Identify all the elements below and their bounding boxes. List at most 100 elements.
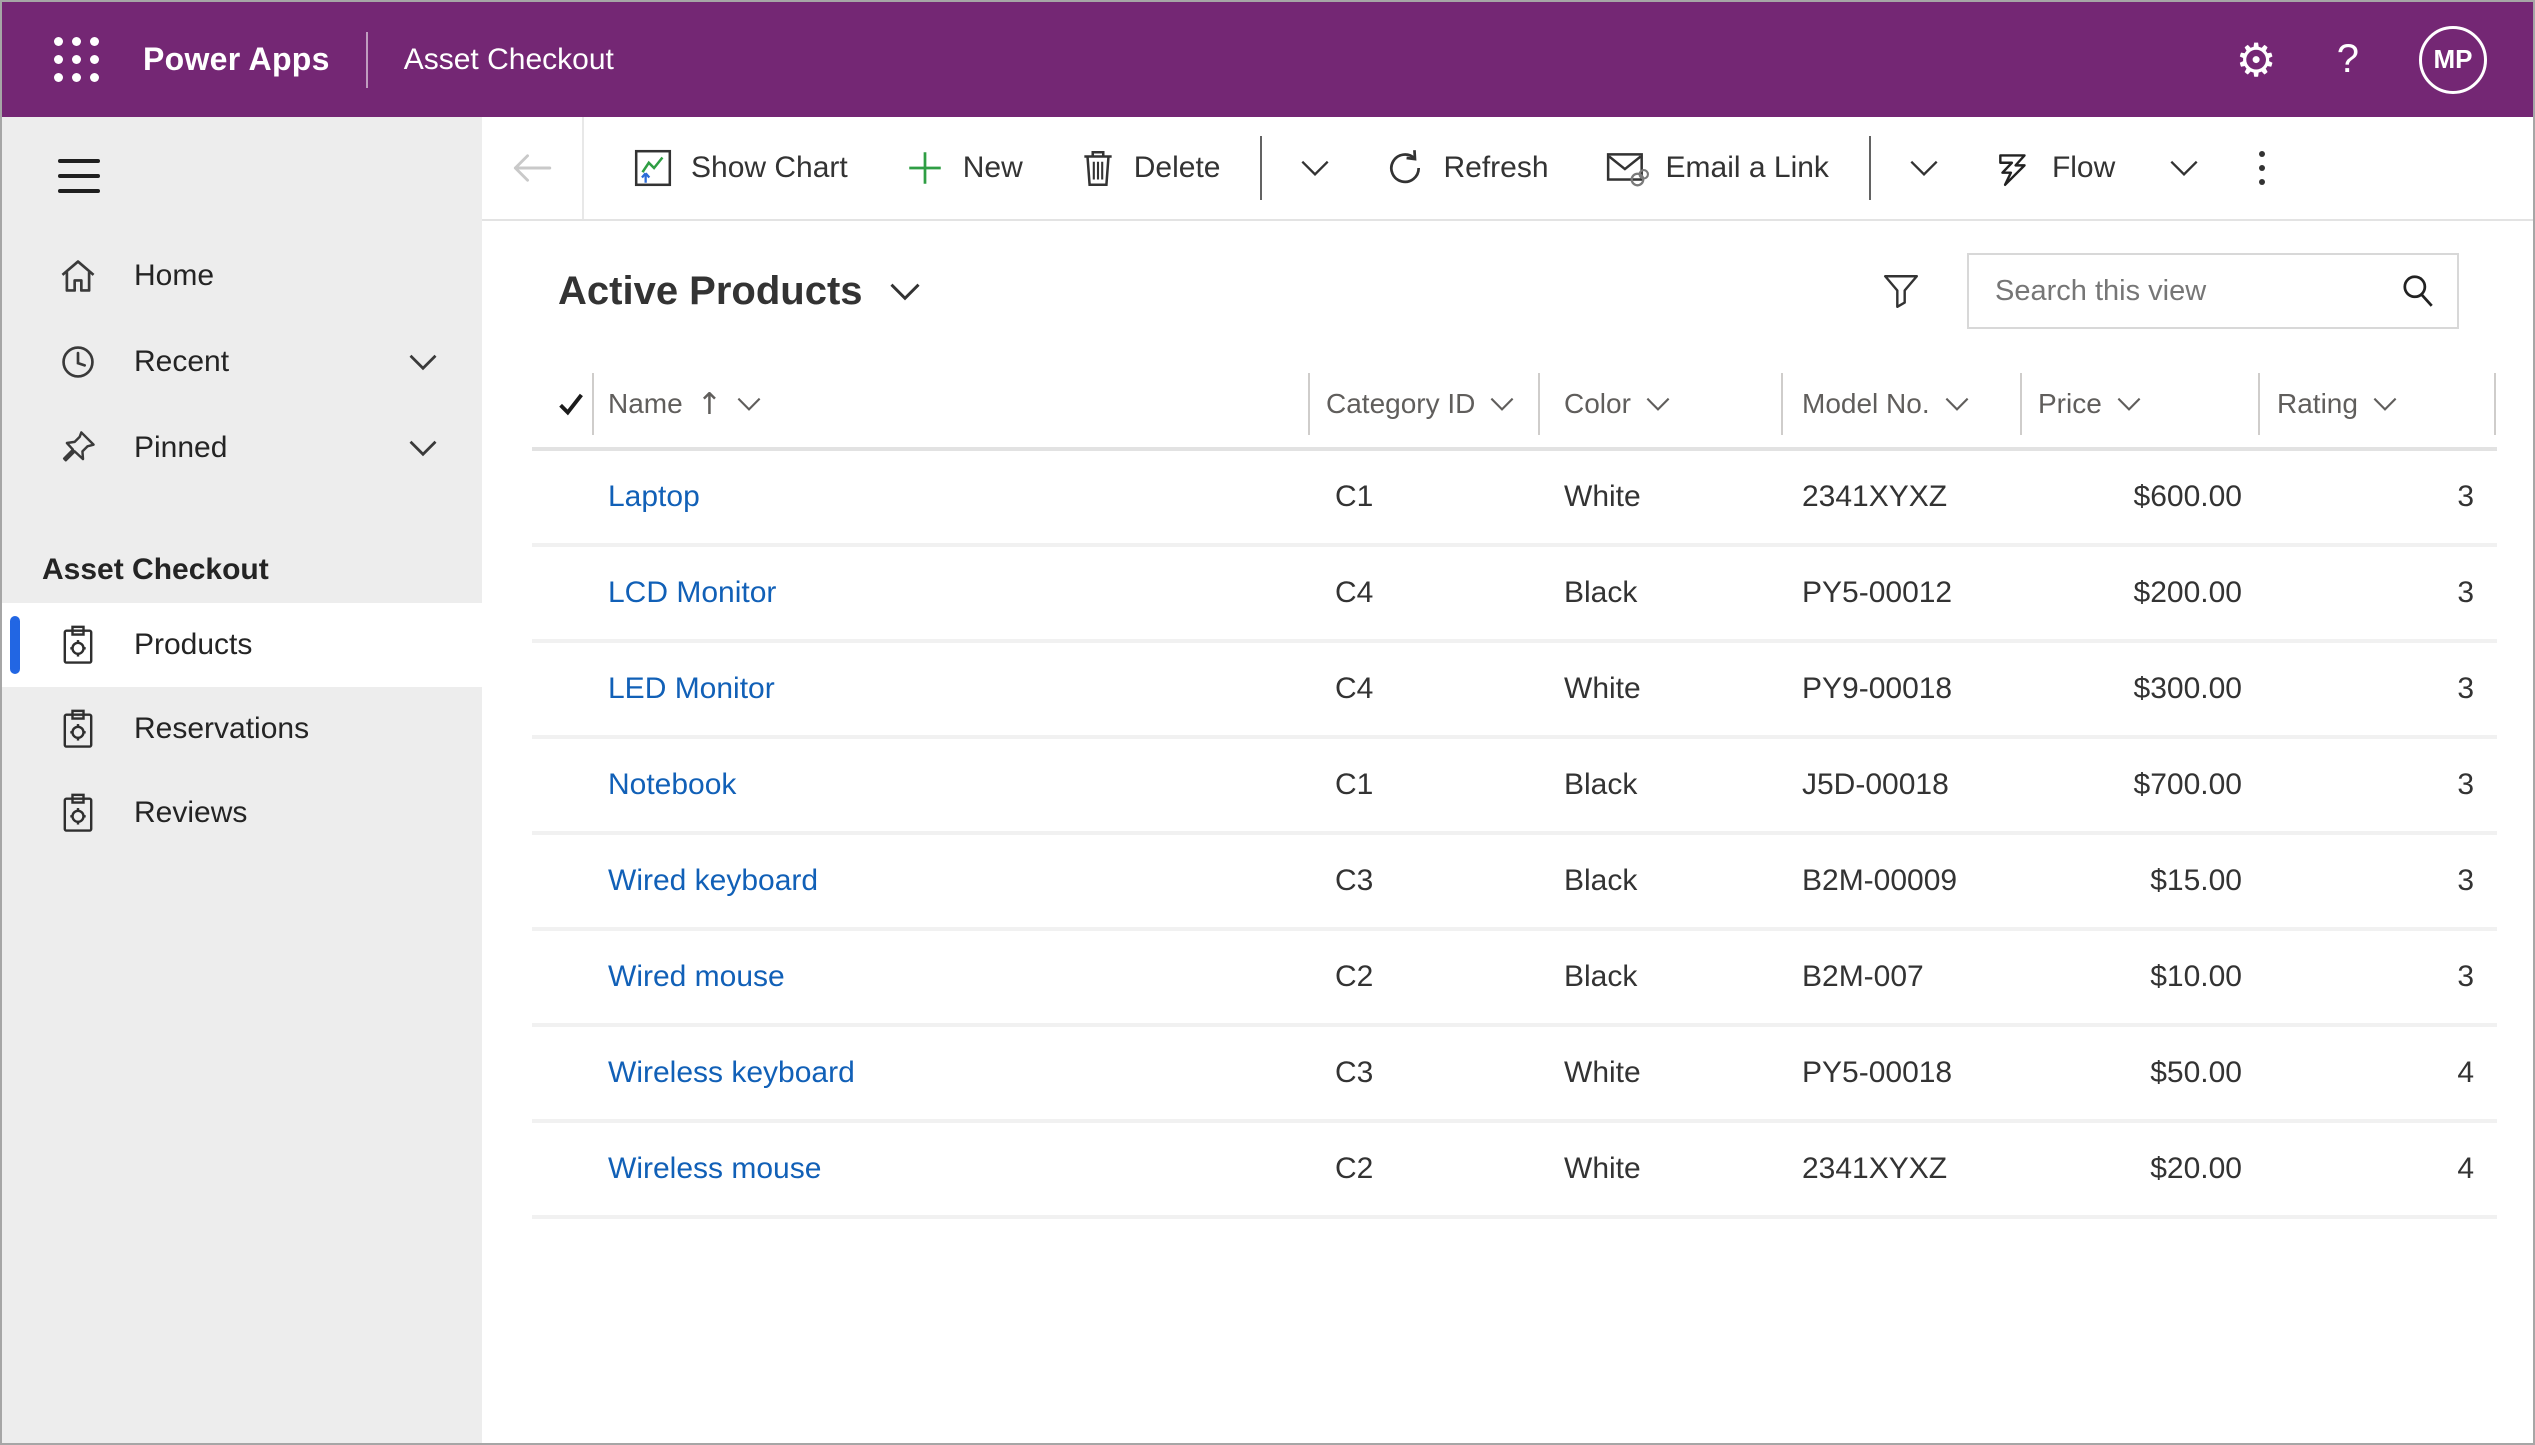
chevron-down-icon[interactable] <box>408 439 438 457</box>
sidebar-item-home[interactable]: Home <box>2 233 482 319</box>
show-chart-button[interactable]: Show Chart <box>604 147 876 189</box>
clipboard-gear-icon <box>58 791 98 835</box>
cell-category: C1 <box>1335 480 1374 513</box>
cell-color: White <box>1564 1152 1641 1185</box>
select-all-checkmark[interactable] <box>558 361 584 447</box>
cell-name: Notebook <box>608 739 736 831</box>
hamburger-menu-icon[interactable] <box>58 159 100 193</box>
column-header-category[interactable]: Category ID <box>1326 361 1515 447</box>
delete-button[interactable]: Delete <box>1051 147 1249 189</box>
column-divider <box>2494 373 2496 435</box>
sidebar-item-recent[interactable]: Recent <box>2 319 482 405</box>
cell-model: 2341XYXZ <box>1802 480 1948 513</box>
search-input[interactable] <box>1969 274 2391 308</box>
column-header-model[interactable]: Model No. <box>1802 361 1970 447</box>
chevron-down-icon <box>1945 397 1969 411</box>
column-header-name[interactable]: Name ↑ <box>608 361 762 447</box>
search-icon[interactable] <box>2399 272 2437 310</box>
plus-icon <box>904 147 946 189</box>
table-row[interactable]: LED Monitor C4 White PY9-00018 $300.00 3 <box>532 643 2497 739</box>
table-row[interactable]: Wired mouse C2 Black B2M-007 $10.00 3 <box>532 931 2497 1027</box>
grid-rows: Laptop C1 White 2341XYXZ $600.00 3 LCD Monitor… <box>532 451 2497 1219</box>
cell-name: Wireless keyboard <box>608 1027 855 1119</box>
sidebar-item-reviews[interactable]: Reviews <box>2 771 482 855</box>
show-chart-icon <box>632 147 674 189</box>
flow-icon <box>1993 147 2035 189</box>
header-actions: ⚙ ? MP <box>2235 25 2487 94</box>
avatar[interactable]: MP <box>2419 25 2487 94</box>
command-label: Show Chart <box>691 151 848 184</box>
header-divider <box>365 31 368 88</box>
delete-more-chevron-icon[interactable] <box>1274 159 1356 177</box>
cell-color: Black <box>1564 768 1638 801</box>
email-more-chevron-icon[interactable] <box>1883 159 1965 177</box>
column-header-color[interactable]: Color <box>1564 361 1671 447</box>
sidebar-item-label: Recent <box>134 345 230 378</box>
record-link[interactable]: LCD Monitor <box>608 576 777 609</box>
flow-chevron-icon[interactable] <box>2143 159 2225 177</box>
help-icon[interactable]: ? <box>2336 37 2359 81</box>
column-header-price[interactable]: Price <box>2038 361 2142 447</box>
cell-price: $300.00 <box>2133 672 2242 705</box>
column-divider <box>2258 373 2260 435</box>
brand-title[interactable]: Power Apps <box>143 41 330 77</box>
column-label: Model No. <box>1802 388 1930 419</box>
column-label: Price <box>2038 388 2102 419</box>
table-row[interactable]: Wired keyboard C3 Black B2M-00009 $15.00 3 <box>532 835 2497 931</box>
record-link[interactable]: LED Monitor <box>608 672 775 705</box>
sidebar-item-label: Home <box>134 259 215 292</box>
search-box <box>1967 253 2459 329</box>
more-commands-icon[interactable] <box>2259 151 2266 185</box>
grid-header: Name ↑ Category ID Color <box>532 361 2497 451</box>
view-title-label: Active Products <box>558 268 863 313</box>
cell-rating: 3 <box>2457 864 2474 897</box>
email-link-button[interactable]: Email a Link <box>1577 148 1857 188</box>
sidebar-item-reservations[interactable]: Reservations <box>2 687 482 771</box>
refresh-button[interactable]: Refresh <box>1356 147 1576 189</box>
settings-gear-icon[interactable]: ⚙ <box>2235 32 2277 87</box>
app-header: Power Apps Asset Checkout ⚙ ? MP <box>2 2 2533 117</box>
table-row[interactable]: Wireless mouse C2 White 2341XYXZ $20.00 4 <box>532 1123 2497 1219</box>
cell-price: $600.00 <box>2133 480 2242 513</box>
cell-rating: 4 <box>2457 1152 2474 1185</box>
record-link[interactable]: Wired keyboard <box>608 864 819 897</box>
column-divider <box>1538 373 1540 435</box>
cell-model: PY5-00012 <box>1802 576 1953 609</box>
command-separator <box>1868 136 1871 200</box>
new-button[interactable]: New <box>876 147 1051 189</box>
sidebar-item-pinned[interactable]: Pinned <box>2 405 482 491</box>
cell-rating: 3 <box>2457 576 2474 609</box>
sidebar-item-products[interactable]: Products <box>2 603 482 687</box>
command-label: Flow <box>2051 151 2116 184</box>
table-row[interactable]: Laptop C1 White 2341XYXZ $600.00 3 <box>532 451 2497 547</box>
record-link[interactable]: Laptop <box>608 480 700 513</box>
cell-category: C1 <box>1335 768 1374 801</box>
home-icon <box>58 256 98 296</box>
record-link[interactable]: Wireless keyboard <box>608 1056 855 1089</box>
main-content: Show Chart New Delete <box>482 117 2533 1443</box>
table-row[interactable]: Wireless keyboard C3 White PY5-00018 $50.00 4 <box>532 1027 2497 1123</box>
command-label: Delete <box>1133 151 1221 184</box>
command-separator <box>1260 136 1263 200</box>
view-selector[interactable]: Active Products <box>558 269 921 314</box>
chevron-down-icon <box>2373 397 2397 411</box>
record-link[interactable]: Wireless mouse <box>608 1152 822 1185</box>
sidebar-section-title: Asset Checkout <box>42 553 269 586</box>
table-row[interactable]: Notebook C1 Black J5D-00018 $700.00 3 <box>532 739 2497 835</box>
record-link[interactable]: Wired mouse <box>608 960 785 993</box>
chevron-down-icon[interactable] <box>408 353 438 371</box>
table-row[interactable]: LCD Monitor C4 Black PY5-00012 $200.00 3 <box>532 547 2497 643</box>
waffle-menu-icon[interactable] <box>54 37 99 82</box>
cell-category: C2 <box>1335 960 1374 993</box>
clock-icon <box>58 342 98 382</box>
chevron-down-icon <box>1646 397 1670 411</box>
app-name: Asset Checkout <box>403 42 614 76</box>
filter-icon[interactable] <box>1881 272 1921 310</box>
column-header-rating[interactable]: Rating <box>2277 361 2398 447</box>
clipboard-gear-icon <box>58 707 98 751</box>
record-link[interactable]: Notebook <box>608 768 737 801</box>
email-link-icon <box>1605 148 1649 188</box>
cell-rating: 3 <box>2457 960 2474 993</box>
back-button[interactable] <box>482 117 584 219</box>
flow-button[interactable]: Flow <box>1965 147 2143 189</box>
